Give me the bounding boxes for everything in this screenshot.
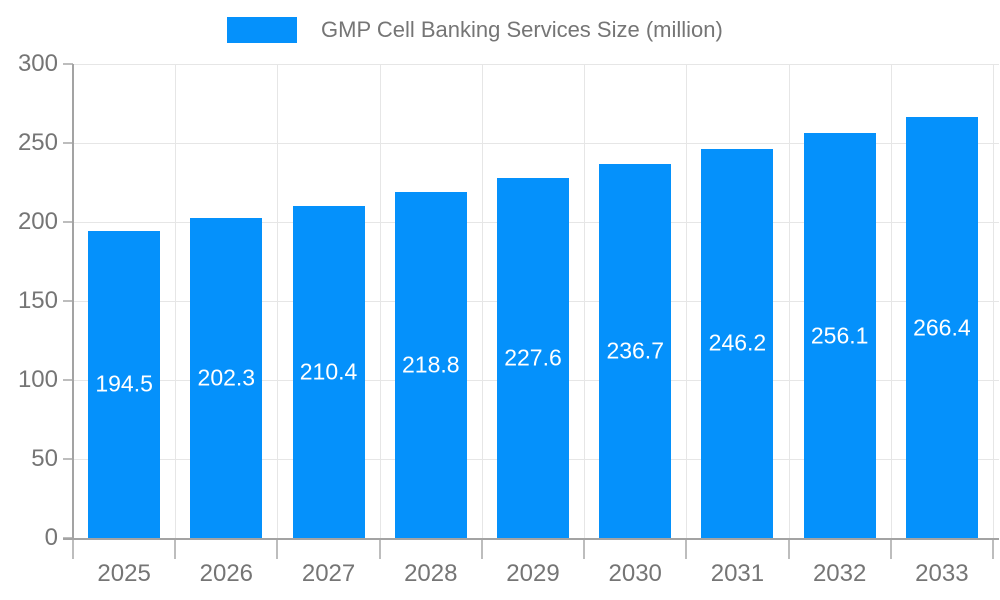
x-axis-tick <box>378 540 381 559</box>
bar-value-label: 194.5 <box>95 370 153 397</box>
x-axis-tick <box>787 540 790 559</box>
legend-swatch-icon <box>227 17 297 43</box>
y-axis-label: 300 <box>17 50 58 77</box>
x-axis-label: 2026 <box>199 560 254 587</box>
y-axis-tick <box>63 458 73 460</box>
x-axis-label: 2029 <box>506 560 560 587</box>
x-gridline <box>175 64 177 538</box>
bar-2032[interactable]: 256.1 <box>803 133 876 538</box>
x-gridline <box>584 64 586 538</box>
x-axis-tick <box>276 540 279 559</box>
x-axis-label: 2032 <box>812 560 867 587</box>
x-axis-label: 2028 <box>404 560 458 587</box>
x-axis-tick <box>583 540 586 559</box>
legend-item[interactable]: GMP Cell Banking Services Size (million) <box>227 17 723 43</box>
x-axis-label: 2033 <box>915 560 969 587</box>
bar-2030[interactable]: 236.7 <box>599 164 672 538</box>
y-axis-label: 0 <box>44 524 58 551</box>
x-gridline <box>481 64 483 538</box>
x-axis-tick <box>992 540 994 559</box>
x-axis-tick <box>889 540 892 559</box>
x-axis-label: 2027 <box>301 560 356 587</box>
bar-value-label: 202.3 <box>197 364 256 391</box>
bar-value-label: 256.1 <box>810 322 869 349</box>
bar-value-label: 210.4 <box>299 358 358 385</box>
bar-2026[interactable]: 202.3 <box>190 218 263 538</box>
bar-value-label: 227.6 <box>504 344 562 371</box>
bar-value-label: 266.4 <box>913 314 971 341</box>
x-axis-tick <box>72 540 74 559</box>
y-gridline <box>63 64 999 65</box>
y-axis-label: 100 <box>17 366 58 393</box>
y-axis-label: 50 <box>31 445 58 472</box>
y-axis-label: 150 <box>17 287 58 314</box>
y-axis-tick <box>63 379 73 381</box>
x-axis-label: 2025 <box>97 560 151 587</box>
x-gridline <box>379 64 381 538</box>
y-axis-tick <box>63 221 73 223</box>
x-axis-tick <box>480 540 483 559</box>
y-axis-tick <box>63 63 73 65</box>
x-axis-tick <box>685 540 688 559</box>
y-gridline <box>63 143 999 144</box>
bar-2033[interactable]: 266.4 <box>905 117 978 538</box>
x-axis-line <box>63 538 999 540</box>
x-gridline <box>993 64 994 538</box>
y-axis-tick <box>63 300 73 302</box>
y-axis-tick <box>63 142 73 144</box>
x-gridline <box>890 64 892 538</box>
bar-2029[interactable]: 227.6 <box>497 178 569 538</box>
bar-2027[interactable]: 210.4 <box>292 205 365 538</box>
bar-2031[interactable]: 246.2 <box>701 149 774 538</box>
bar-2025[interactable]: 194.5 <box>88 230 161 538</box>
bar-2028[interactable]: 218.8 <box>394 192 467 538</box>
x-gridline <box>277 64 279 538</box>
bar-value-label: 236.7 <box>606 337 664 364</box>
x-axis-label: 2031 <box>710 560 765 587</box>
legend-label: GMP Cell Banking Services Size (million) <box>321 17 723 42</box>
y-axis-label: 200 <box>17 208 58 235</box>
y-axis-label: 250 <box>17 129 58 156</box>
x-axis-tick <box>174 540 177 559</box>
bar-value-label: 246.2 <box>708 329 767 356</box>
x-gridline <box>788 64 790 538</box>
bar-value-label: 218.8 <box>401 351 460 378</box>
x-axis-label: 2030 <box>608 560 662 587</box>
y-axis-line <box>72 64 74 539</box>
x-gridline <box>686 64 688 538</box>
